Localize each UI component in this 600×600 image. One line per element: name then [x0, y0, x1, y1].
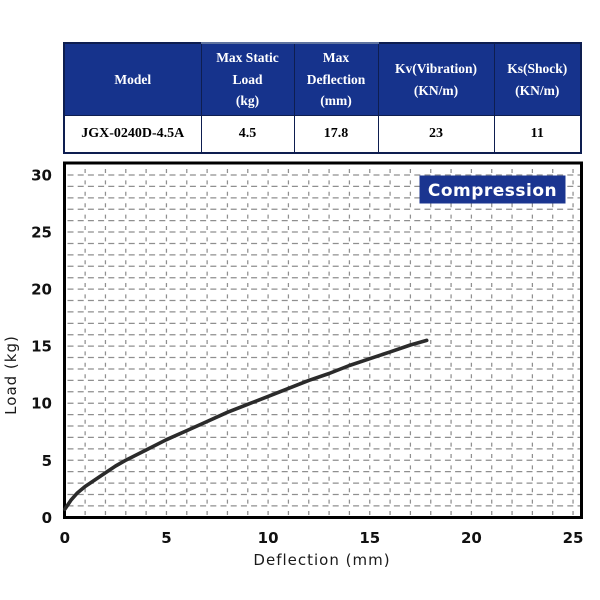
header-ks-shock: Ks(Shock) (KN/m) [493, 42, 582, 116]
compression-badge: Compression [419, 175, 566, 204]
x-tick-label: 25 [563, 529, 584, 547]
x-tick-label: 20 [461, 529, 482, 547]
x-tick-label: 15 [359, 529, 380, 547]
x-tick-label: 5 [161, 529, 171, 547]
compression-badge-bg [419, 175, 566, 204]
x-tick-label: 0 [60, 529, 70, 547]
cell-ks-shock: 11 [493, 115, 582, 154]
grid [65, 164, 581, 517]
y-tick-labels: 0 5 10 15 20 25 30 [31, 167, 52, 527]
x-axis-label: Deflection (mm) [253, 551, 390, 569]
spec-table-data-row: JGX-0240D-4.5A 4.5 17.8 23 11 [63, 115, 582, 154]
header-model: Model [63, 42, 202, 116]
spec-table-header-row: Model Max Static Load (kg) Max Deflectio… [63, 42, 582, 116]
y-tick-label: 30 [31, 167, 52, 185]
y-tick-label: 20 [31, 281, 52, 299]
x-tick-labels: 0 5 10 15 20 25 [60, 529, 584, 547]
x-tick-label: 10 [258, 529, 279, 547]
y-tick-label: 15 [31, 338, 52, 356]
y-tick-label: 10 [31, 395, 52, 413]
header-max-deflection: Max Deflection (mm) [293, 42, 379, 116]
compression-badge-label: Compression [428, 181, 557, 201]
curve-line [63, 338, 429, 512]
y-tick-label: 25 [31, 224, 52, 242]
cell-model: JGX-0240D-4.5A [63, 115, 202, 154]
load-curve [63, 338, 429, 512]
cell-max-deflection: 17.8 [293, 115, 379, 154]
cell-kv-vibration: 23 [377, 115, 495, 154]
y-tick-label: 0 [42, 509, 52, 527]
y-axis-label: Load (kg) [2, 335, 20, 415]
spec-table: Model Max Static Load (kg) Max Deflectio… [63, 42, 582, 154]
y-tick-label: 5 [42, 452, 52, 470]
header-kv-vibration: Kv(Vibration) (KN/m) [377, 42, 495, 116]
cell-max-static-load: 4.5 [200, 115, 295, 154]
plot-border [63, 161, 583, 519]
